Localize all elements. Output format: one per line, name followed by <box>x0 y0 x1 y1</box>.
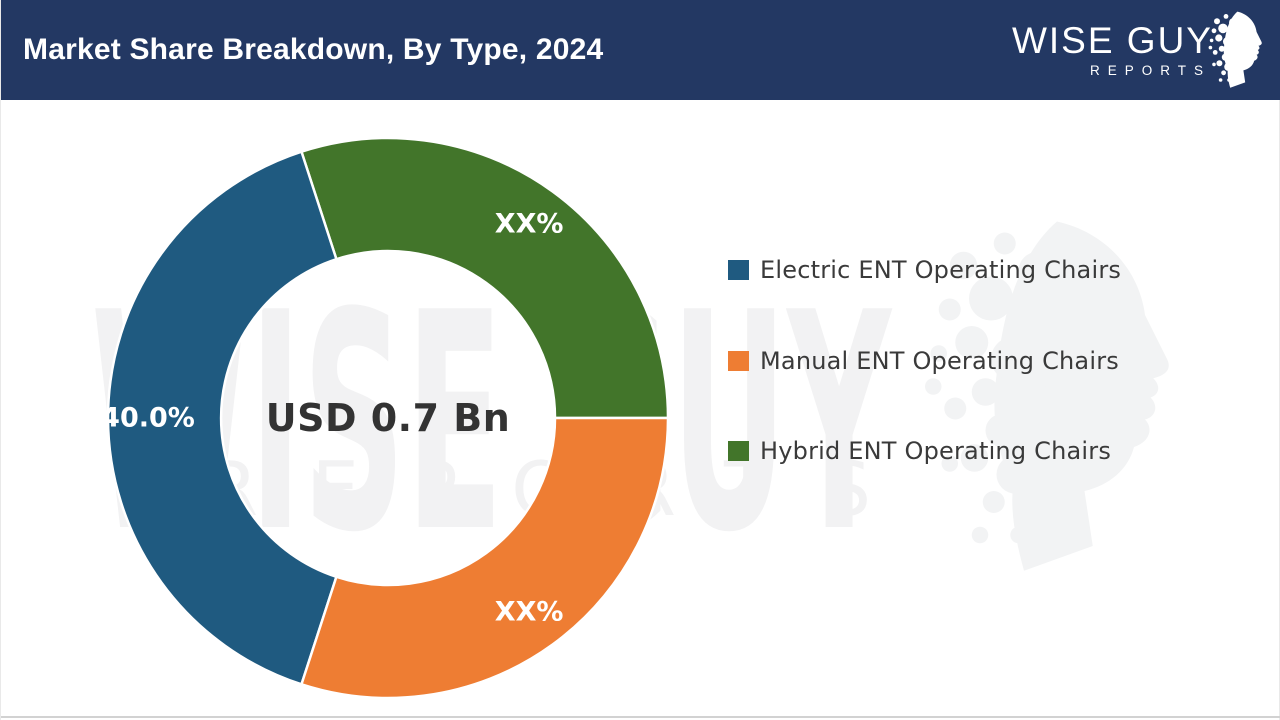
segment-pct-label-2: XX% <box>495 597 564 628</box>
logo-wordmark: WISE GUY REPORTS <box>1012 22 1213 78</box>
logo-name-text: WISE GUY <box>1011 20 1213 61</box>
legend-item-hybrid: Hybrid ENT Operating Chairs <box>728 437 1111 465</box>
legend-label-manual: Manual ENT Operating Chairs <box>760 347 1119 375</box>
legend-swatch-hybrid <box>728 441 749 461</box>
footer-divider <box>1 716 1280 718</box>
brand-logo: WISE GUY REPORTS <box>1012 8 1271 92</box>
legend-swatch-electric <box>728 260 749 280</box>
donut-segment-2 <box>300 416 670 700</box>
legend-item-manual: Manual ENT Operating Chairs <box>728 347 1119 375</box>
segment-pct-label-1: 40.0% <box>101 403 195 434</box>
legend-item-electric: Electric ENT Operating Chairs <box>728 256 1121 284</box>
donut-center-value: USD 0.7 Bn <box>265 396 511 440</box>
donut-segment-0 <box>300 136 670 420</box>
page-title: Market Share Breakdown, By Type, 2024 <box>23 33 604 66</box>
chart-area: WISE GUY REPORTS XX%40.0%XX% USD 0.7 Bn … <box>1 100 1280 718</box>
donut-chart: XX% 40.0% XX% <box>101 136 670 700</box>
donut-segment-1 <box>106 150 338 686</box>
legend-label-hybrid: Hybrid ENT Operating Chairs <box>760 437 1112 465</box>
logo-reports-text: REPORTS <box>1089 63 1211 78</box>
segment-pct-label-0: XX% <box>495 208 564 239</box>
header-bar: Market Share Breakdown, By Type, 2024 WI… <box>1 0 1280 100</box>
legend-label-electric: Electric ENT Operating Chairs <box>760 256 1122 284</box>
legend-swatch-manual <box>728 351 749 371</box>
